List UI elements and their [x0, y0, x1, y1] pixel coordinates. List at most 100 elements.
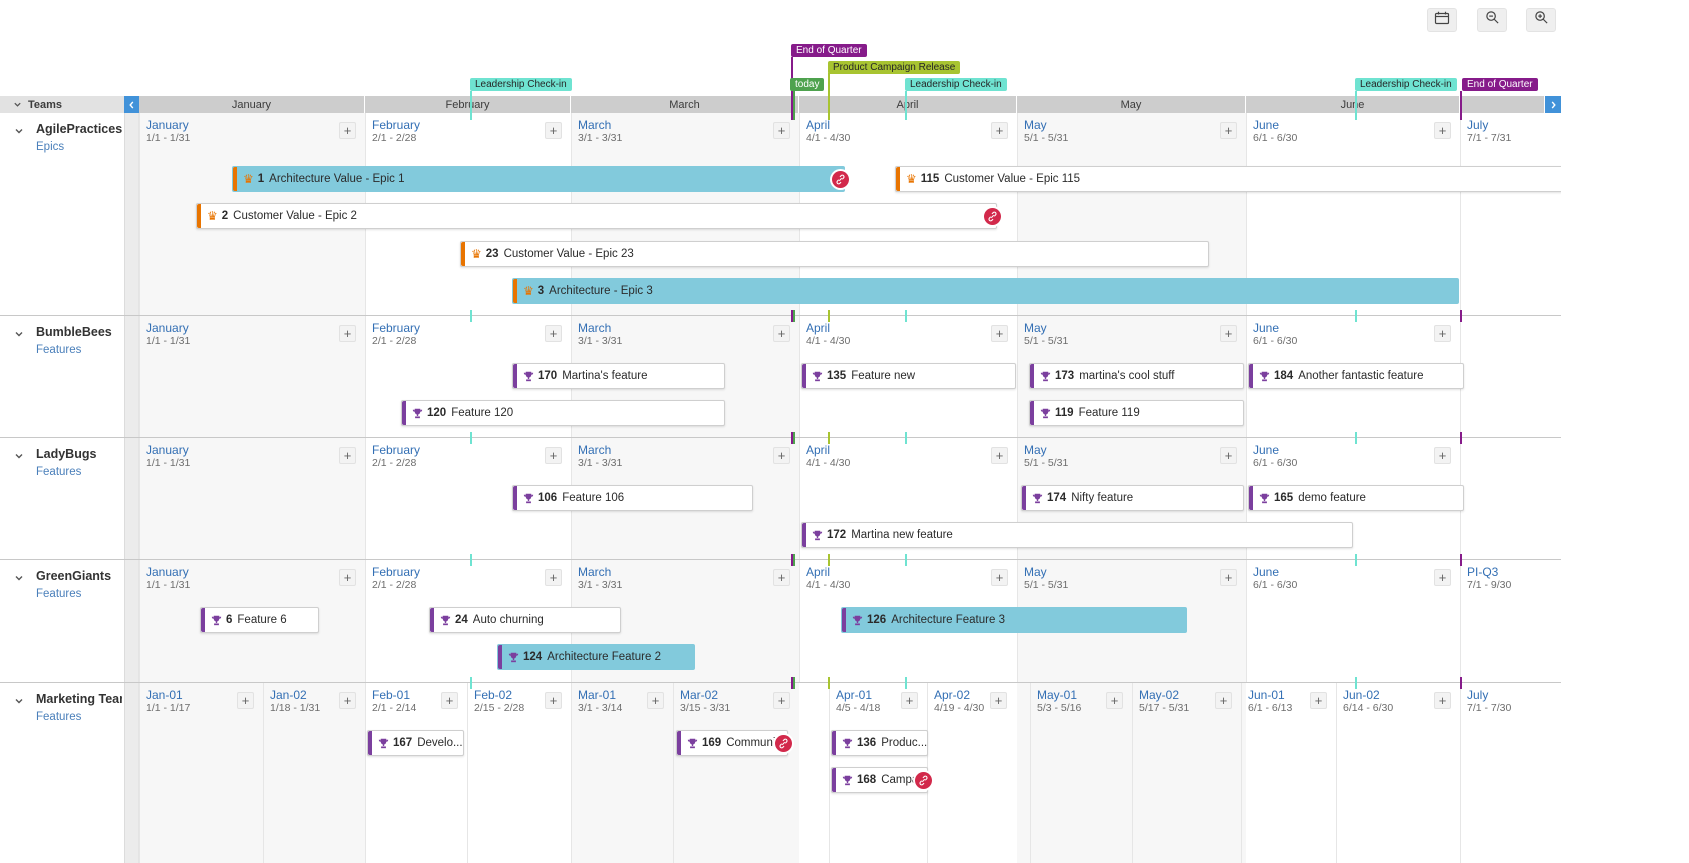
iteration-name: July	[1467, 118, 1489, 132]
scroll-right-button[interactable]	[1545, 96, 1561, 113]
iteration-cell-may: May 5/1 - 5/31 +	[1017, 438, 1246, 559]
add-work-item-button[interactable]: +	[773, 325, 790, 342]
scroll-left-button[interactable]	[124, 96, 139, 113]
work-item-bar-173[interactable]: 173 martina's cool stuff	[1029, 363, 1244, 389]
iteration-cell-june: June 6/1 - 6/30 +	[1246, 316, 1460, 437]
add-work-item-button[interactable]: +	[990, 692, 1007, 709]
add-work-item-button[interactable]: +	[773, 447, 790, 464]
dependency-link-icon[interactable]	[832, 171, 849, 188]
feature-trophy-icon	[842, 738, 853, 749]
column-tint	[139, 683, 365, 863]
work-item-bar-170[interactable]: 170 Martina's feature	[512, 363, 725, 389]
add-work-item-button[interactable]: +	[441, 692, 458, 709]
work-item-bar-2[interactable]: ♛ 2 Customer Value - Epic 2	[196, 203, 1001, 229]
iteration-name: June	[1253, 443, 1280, 457]
iteration-date-range: 2/1 - 2/28	[372, 335, 417, 347]
add-work-item-button[interactable]: +	[545, 692, 562, 709]
zoom-out-button[interactable]	[1477, 8, 1507, 32]
work-item-bar-184[interactable]: 184 Another fantastic feature	[1248, 363, 1464, 389]
add-work-item-button[interactable]: +	[991, 122, 1008, 139]
work-item-bar-174[interactable]: 174 Nifty feature	[1021, 485, 1244, 511]
add-work-item-button[interactable]: +	[1434, 692, 1451, 709]
add-work-item-button[interactable]: +	[339, 325, 356, 342]
work-item-bar-106[interactable]: 106 Feature 106	[512, 485, 753, 511]
zoom-in-button[interactable]	[1526, 8, 1556, 32]
work-item-bar-165[interactable]: 165 demo feature	[1248, 485, 1464, 511]
work-item-bar-24[interactable]: 24 Auto churning	[429, 607, 621, 633]
iteration-name: January	[146, 565, 189, 579]
work-item-id: 172	[827, 529, 847, 541]
backlog-link[interactable]: Features	[36, 588, 82, 600]
add-work-item-button[interactable]: +	[773, 122, 790, 139]
backlog-link[interactable]: Features	[36, 711, 82, 723]
backlog-link[interactable]: Epics	[36, 141, 65, 153]
add-work-item-button[interactable]: +	[901, 692, 918, 709]
add-work-item-button[interactable]: +	[237, 692, 254, 709]
add-work-item-button[interactable]: +	[1106, 692, 1123, 709]
feature-trophy-icon	[523, 371, 534, 382]
feature-trophy-icon	[842, 775, 853, 786]
chevron-down-icon[interactable]	[14, 329, 24, 339]
work-item-bar-136[interactable]: 136 Produc...	[831, 730, 928, 756]
add-work-item-button[interactable]: +	[1434, 569, 1451, 586]
work-item-title: Architecture Feature 3	[891, 614, 1005, 626]
backlog-link[interactable]: Features	[36, 466, 82, 478]
add-work-item-button[interactable]: +	[991, 569, 1008, 586]
add-work-item-button[interactable]: +	[339, 122, 356, 139]
work-item-bar-124[interactable]: 124 Architecture Feature 2	[497, 644, 695, 670]
work-item-bar-23[interactable]: ♛ 23 Customer Value - Epic 23	[460, 241, 1209, 267]
add-work-item-button[interactable]: +	[339, 569, 356, 586]
work-item-id: 119	[1055, 407, 1074, 419]
iteration-date-range: 6/1 - 6/30	[1253, 579, 1298, 591]
team-name: BumbleBees	[36, 325, 112, 339]
add-work-item-button[interactable]: +	[339, 447, 356, 464]
chevron-down-icon[interactable]	[13, 100, 22, 109]
iteration-name: Jan-01	[146, 688, 183, 702]
add-work-item-button[interactable]: +	[1220, 569, 1237, 586]
add-work-item-button[interactable]: +	[1215, 692, 1232, 709]
work-item-bar-120[interactable]: 120 Feature 120	[401, 400, 725, 426]
add-work-item-button[interactable]: +	[1220, 447, 1237, 464]
work-item-bar-167[interactable]: 167 Develo...	[367, 730, 464, 756]
team-row-greengiants: January 1/1 - 1/31 + February 2/1 - 2/28 + Mar…	[0, 560, 1561, 683]
view-settings-button[interactable]	[1427, 8, 1457, 32]
work-item-bar-119[interactable]: 119 Feature 119	[1029, 400, 1244, 426]
add-work-item-button[interactable]: +	[545, 122, 562, 139]
work-item-bar-115[interactable]: ♛ 115 Customer Value - Epic 115	[895, 166, 1561, 192]
dependency-link-icon[interactable]	[984, 208, 1001, 225]
add-work-item-button[interactable]: +	[1434, 325, 1451, 342]
add-work-item-button[interactable]: +	[773, 692, 790, 709]
add-work-item-button[interactable]: +	[773, 569, 790, 586]
add-work-item-button[interactable]: +	[1220, 122, 1237, 139]
dependency-link-icon[interactable]	[775, 735, 792, 752]
add-work-item-button[interactable]: +	[1434, 447, 1451, 464]
add-work-item-button[interactable]: +	[1434, 122, 1451, 139]
chevron-down-icon[interactable]	[14, 451, 24, 461]
work-item-bar-169[interactable]: 169 Communica...	[676, 730, 792, 756]
add-work-item-button[interactable]: +	[545, 569, 562, 586]
add-work-item-button[interactable]: +	[647, 692, 664, 709]
add-work-item-button[interactable]: +	[339, 692, 356, 709]
add-work-item-button[interactable]: +	[991, 447, 1008, 464]
iteration-date-range: 3/1 - 3/14	[578, 702, 623, 714]
iteration-cell-april: April 4/1 - 4/30 +	[799, 438, 1017, 559]
dependency-link-icon[interactable]	[915, 772, 932, 789]
work-item-bar-3[interactable]: ♛ 3 Architecture - Epic 3	[512, 278, 1459, 304]
add-work-item-button[interactable]: +	[545, 325, 562, 342]
work-item-bar-168[interactable]: 168 Campa...	[831, 767, 932, 793]
work-item-bar-126[interactable]: 126 Architecture Feature 3	[841, 607, 1187, 633]
backlog-link[interactable]: Features	[36, 344, 82, 356]
work-item-bar-135[interactable]: 135 Feature new	[801, 363, 1016, 389]
work-item-bar-6[interactable]: 6 Feature 6	[200, 607, 319, 633]
iteration-cell-january: January 1/1 - 1/31 +	[139, 113, 365, 315]
add-work-item-button[interactable]: +	[1220, 325, 1237, 342]
chevron-down-icon[interactable]	[14, 696, 24, 706]
chevron-down-icon[interactable]	[14, 126, 24, 136]
feature-trophy-icon	[1259, 371, 1270, 382]
add-work-item-button[interactable]: +	[991, 325, 1008, 342]
chevron-down-icon[interactable]	[14, 573, 24, 583]
work-item-bar-172[interactable]: 172 Martina new feature	[801, 522, 1353, 548]
add-work-item-button[interactable]: +	[545, 447, 562, 464]
add-work-item-button[interactable]: +	[1310, 692, 1327, 709]
work-item-bar-1[interactable]: ♛ 1 Architecture Value - Epic 1	[232, 166, 849, 192]
